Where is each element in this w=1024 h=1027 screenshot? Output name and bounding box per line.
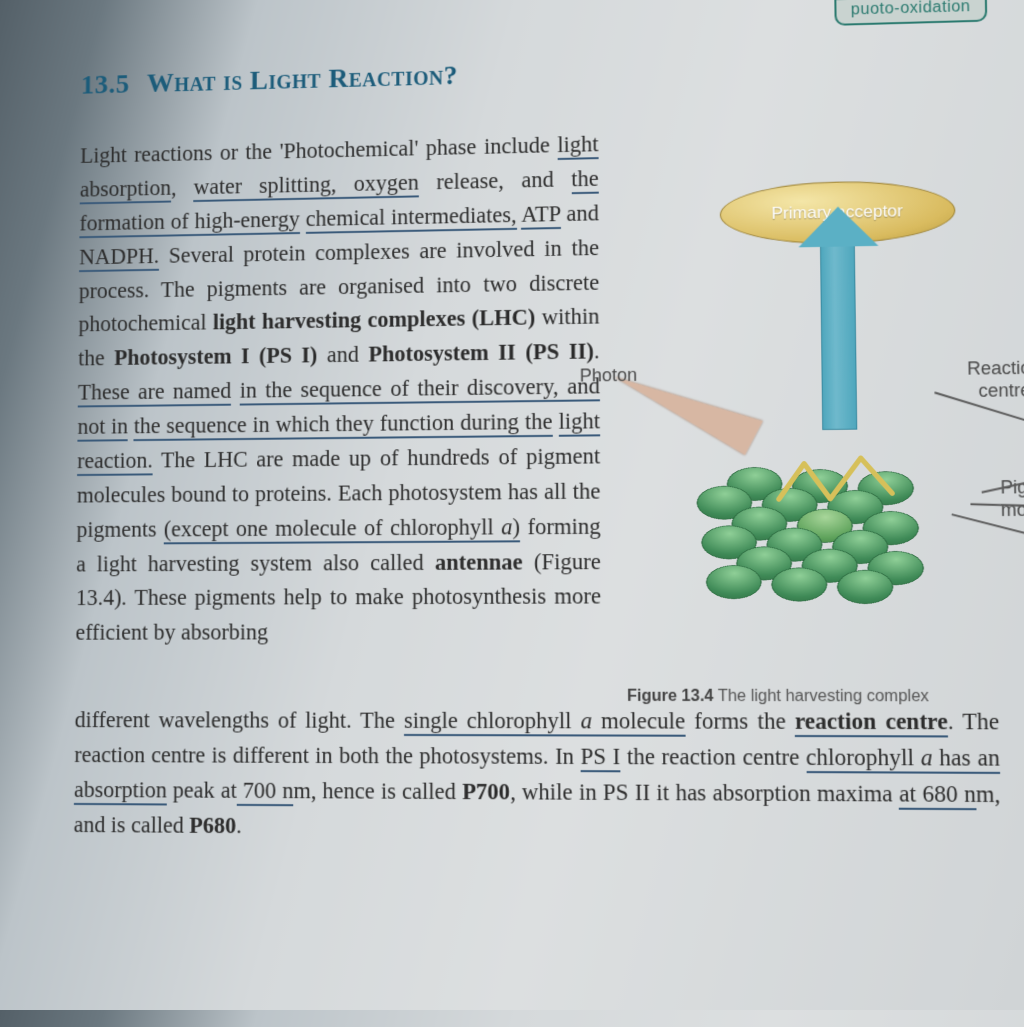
section-title: What is Light Reaction? — [147, 61, 458, 100]
body-text-column: Light reactions or the 'Photochemical' p… — [75, 128, 602, 706]
reaction-centre-label: Reaction centre — [967, 357, 1024, 402]
section-heading: 13.5 What is Light Reaction? — [81, 46, 989, 101]
pigment-cluster — [669, 418, 1005, 621]
reaction-centre-label-l2: centre — [978, 380, 1024, 401]
figure-caption-number: Figure 13.4 — [627, 688, 714, 705]
photon-label: Photon — [580, 365, 638, 387]
textbook-page: puoto-oxidation 13.5 What is Light React… — [4, 0, 1024, 1026]
two-column-region: Light reactions or the 'Photochemical' p… — [75, 118, 999, 706]
chapter-tab-fragment: puoto-oxidation — [834, 0, 987, 26]
light-harvesting-diagram: Primary acceptor Photon Reaction centre … — [619, 178, 1015, 667]
section-number: 13.5 — [81, 69, 130, 101]
body-text-fullwidth: different wavelengths of light. The sing… — [74, 703, 1002, 849]
figure-column: Primary acceptor Photon Reaction centre … — [618, 118, 1015, 707]
reaction-centre-label-l1: Reaction — [967, 357, 1024, 378]
figure-caption: Figure 13.4 The light harvesting complex — [622, 688, 1016, 707]
pigment-label-l2: molecules — [1001, 499, 1024, 520]
figure-caption-text: The light harvesting complex — [713, 688, 929, 706]
energy-arrow-icon — [820, 243, 857, 430]
